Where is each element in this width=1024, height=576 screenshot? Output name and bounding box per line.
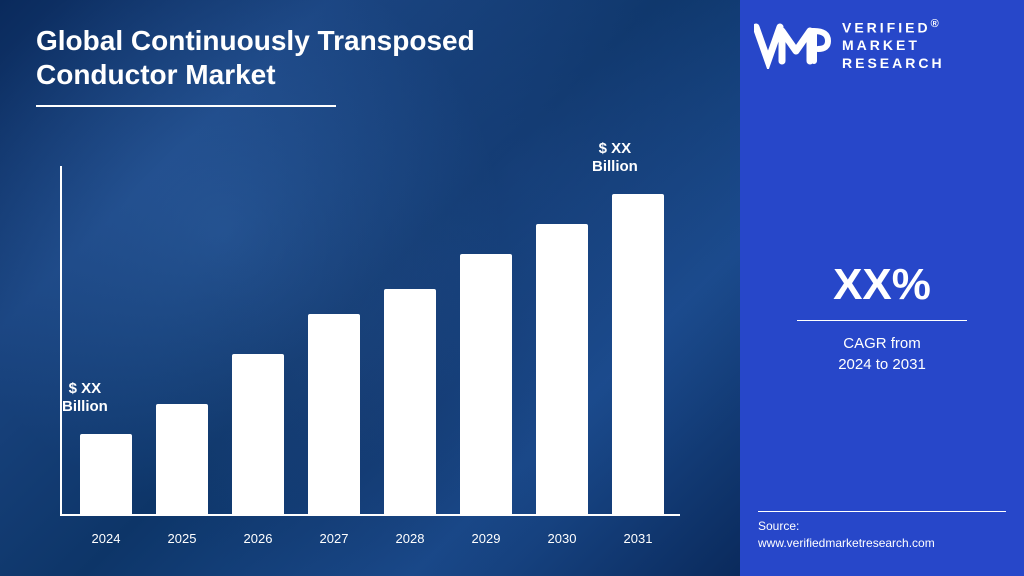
brand-logo: VERIFIED® MARKET RESEARCH bbox=[754, 18, 1010, 72]
x-labels-container: 2024 2025 2026 2027 2028 2029 2030 2031 bbox=[80, 531, 680, 546]
title-line-2: Conductor Market bbox=[36, 59, 276, 90]
source-url: www.verifiedmarketresearch.com bbox=[758, 535, 1006, 552]
bars-container bbox=[80, 174, 680, 514]
x-axis bbox=[60, 514, 680, 516]
bar-wrap bbox=[460, 254, 512, 514]
x-axis-label: 2026 bbox=[232, 531, 284, 546]
source-block: Source: www.verifiedmarketresearch.com bbox=[758, 511, 1006, 552]
x-axis-label: 2031 bbox=[612, 531, 664, 546]
bar bbox=[232, 354, 284, 514]
cagr-block: XX% CAGR from 2024 to 2031 bbox=[740, 260, 1024, 375]
cagr-value: XX% bbox=[740, 260, 1024, 310]
bar-wrap bbox=[308, 314, 360, 514]
bar-wrap bbox=[232, 354, 284, 514]
bar-chart: $ XXBillion $ XXBillion 2024202520262027… bbox=[60, 166, 680, 546]
x-axis-label: 2028 bbox=[384, 531, 436, 546]
bar-wrap bbox=[536, 224, 588, 514]
cagr-underline bbox=[797, 320, 967, 321]
title-underline bbox=[36, 105, 336, 107]
x-axis-label: 2029 bbox=[460, 531, 512, 546]
registered-mark: ® bbox=[931, 18, 942, 30]
cagr-caption: CAGR from 2024 to 2031 bbox=[740, 333, 1024, 375]
bar bbox=[536, 224, 588, 514]
bar bbox=[612, 194, 664, 514]
vmr-logo-icon bbox=[754, 21, 832, 69]
bar bbox=[460, 254, 512, 514]
bar-wrap bbox=[80, 434, 132, 514]
bar bbox=[308, 314, 360, 514]
source-divider bbox=[758, 511, 1006, 512]
title-line-1: Global Continuously Transposed bbox=[36, 25, 475, 56]
bar-wrap bbox=[156, 404, 208, 514]
x-axis-label: 2024 bbox=[80, 531, 132, 546]
bar-wrap bbox=[612, 194, 664, 514]
chart-title: Global Continuously Transposed Conductor… bbox=[36, 24, 475, 91]
info-panel: VERIFIED® MARKET RESEARCH XX% CAGR from … bbox=[740, 0, 1024, 576]
bar bbox=[156, 404, 208, 514]
source-label: Source: bbox=[758, 518, 1006, 535]
bar bbox=[384, 289, 436, 514]
x-axis-label: 2025 bbox=[156, 531, 208, 546]
last-bar-value-label: $ XXBillion bbox=[592, 140, 638, 176]
brand-name: VERIFIED® MARKET RESEARCH bbox=[842, 18, 945, 72]
chart-panel: Global Continuously Transposed Conductor… bbox=[0, 0, 740, 576]
y-axis bbox=[60, 166, 62, 516]
bar-wrap bbox=[384, 289, 436, 514]
x-axis-label: 2030 bbox=[536, 531, 588, 546]
bar bbox=[80, 434, 132, 514]
chart-title-block: Global Continuously Transposed Conductor… bbox=[36, 24, 475, 107]
x-axis-label: 2027 bbox=[308, 531, 360, 546]
